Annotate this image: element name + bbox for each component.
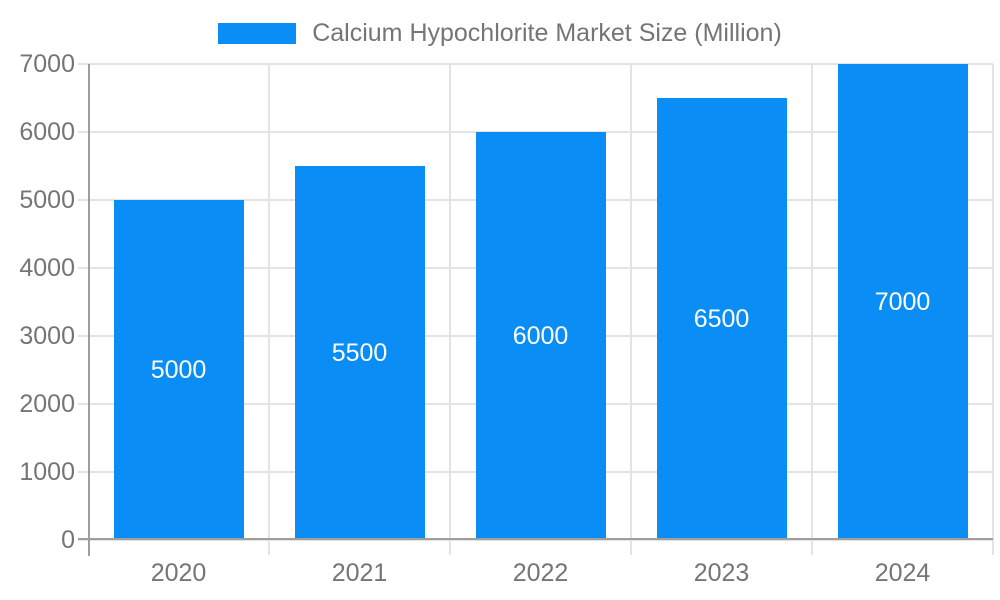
bar-value-label: 5500 (331, 338, 388, 367)
bar-2024: 7000 (837, 64, 968, 540)
bar-value-label: 6000 (512, 321, 569, 350)
y-tick-label: 5000 (19, 186, 75, 214)
gridline-x-boundary (992, 64, 994, 555)
bar-2020: 5000 (113, 200, 244, 540)
y-tick-label: 2000 (19, 390, 75, 418)
x-tick-label: 2021 (331, 559, 388, 587)
gridline-x-boundary (630, 64, 632, 555)
bar-value-label: 6500 (693, 304, 750, 333)
y-tick-label: 6000 (19, 118, 75, 146)
gridline-y-7000 (78, 63, 993, 65)
legend-swatch (218, 22, 297, 44)
gridline-x-boundary (449, 64, 451, 555)
x-axis-line (78, 538, 993, 540)
y-tick-label: 1000 (19, 458, 75, 486)
bar-2021: 5500 (294, 166, 425, 540)
y-tick-label: 4000 (19, 254, 75, 282)
legend-label: Calcium Hypochlorite Market Size (Millio… (312, 18, 782, 47)
plot-area: 0 1000 2000 3000 4000 5000 6000 7000 5000 5500 600… (19, 50, 994, 587)
x-tick-label: 2024 (874, 559, 931, 587)
bar-value-label: 7000 (874, 287, 931, 316)
gridline-x-boundary (811, 64, 813, 555)
y-tick-label: 0 (61, 526, 75, 554)
y-axis-line (88, 64, 90, 556)
y-tick-label: 3000 (19, 322, 75, 350)
x-tick-label: 2022 (512, 559, 569, 587)
bar-2023: 6500 (656, 98, 787, 540)
gridline-x-boundary (268, 64, 270, 555)
y-tick-label: 7000 (19, 50, 75, 78)
x-tick-label: 2023 (693, 559, 750, 587)
chart-legend: Calcium Hypochlorite Market Size (Millio… (0, 12, 1000, 54)
bar-2022: 6000 (475, 132, 606, 540)
bar-value-label: 5000 (150, 355, 207, 384)
gridline-y-0 (78, 539, 993, 541)
x-tick-label: 2020 (150, 559, 207, 587)
